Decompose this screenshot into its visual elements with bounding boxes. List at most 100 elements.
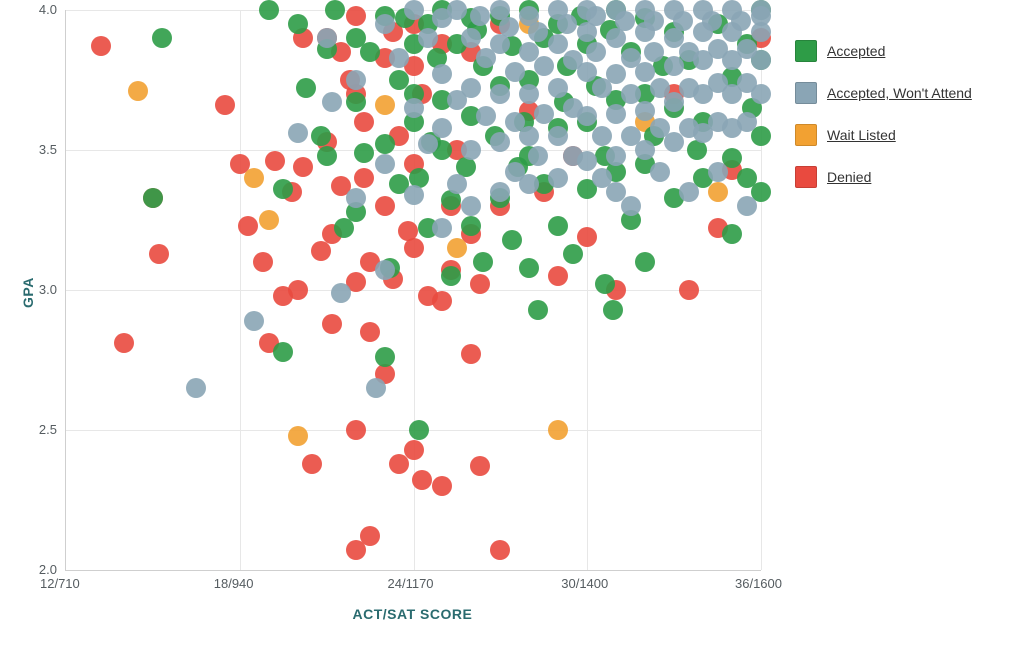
data-point-wont[interactable] xyxy=(586,6,606,26)
data-point-wait[interactable] xyxy=(128,81,148,101)
data-point-wont[interactable] xyxy=(548,168,568,188)
data-point-denied[interactable] xyxy=(354,112,374,132)
data-point-denied[interactable] xyxy=(470,456,490,476)
data-point-wait[interactable] xyxy=(548,420,568,440)
data-point-accepted[interactable] xyxy=(502,230,522,250)
data-point-wont[interactable] xyxy=(432,64,452,84)
data-point-wont[interactable] xyxy=(288,123,308,143)
data-point-wont[interactable] xyxy=(447,174,467,194)
data-point-denied[interactable] xyxy=(398,221,418,241)
data-point-wont[interactable] xyxy=(418,28,438,48)
data-point-accepted[interactable] xyxy=(273,179,293,199)
data-point-wont[interactable] xyxy=(528,146,548,166)
data-point-wont[interactable] xyxy=(635,101,655,121)
data-point-wait[interactable] xyxy=(447,238,467,258)
data-point-wont[interactable] xyxy=(737,112,757,132)
data-point-denied[interactable] xyxy=(238,216,258,236)
data-point-wont[interactable] xyxy=(528,22,548,42)
data-point-wont[interactable] xyxy=(519,126,539,146)
data-point-denied[interactable] xyxy=(149,244,169,264)
data-point-denied[interactable] xyxy=(293,157,313,177)
data-point-denied[interactable] xyxy=(461,344,481,364)
data-point-wont[interactable] xyxy=(461,140,481,160)
data-point-denied[interactable] xyxy=(490,540,510,560)
data-point-denied[interactable] xyxy=(432,476,452,496)
data-point-accepted[interactable] xyxy=(563,244,583,264)
data-point-accepted[interactable] xyxy=(152,28,172,48)
data-point-wont[interactable] xyxy=(708,162,728,182)
legend-item-accepted[interactable]: Accepted xyxy=(795,40,972,62)
data-point-wont[interactable] xyxy=(346,188,366,208)
data-point-wont[interactable] xyxy=(635,62,655,82)
data-point-denied[interactable] xyxy=(265,151,285,171)
data-point-accepted[interactable] xyxy=(296,78,316,98)
data-point-accepted[interactable] xyxy=(473,252,493,272)
data-point-wont[interactable] xyxy=(418,134,438,154)
data-point-wont[interactable] xyxy=(470,6,490,26)
legend-item-wait[interactable]: Wait Listed xyxy=(795,124,972,146)
data-point-wont[interactable] xyxy=(461,28,481,48)
data-point-wait[interactable] xyxy=(244,168,264,188)
data-point-wont[interactable] xyxy=(331,283,351,303)
data-point-denied[interactable] xyxy=(114,333,134,353)
data-point-accepted[interactable] xyxy=(603,300,623,320)
data-point-wont[interactable] xyxy=(461,196,481,216)
data-point-wont[interactable] xyxy=(592,126,612,146)
data-point-wont[interactable] xyxy=(577,62,597,82)
data-point-wont[interactable] xyxy=(404,0,424,20)
data-point-wont[interactable] xyxy=(679,182,699,202)
data-point-wont[interactable] xyxy=(375,14,395,34)
data-point-wont[interactable] xyxy=(534,104,554,124)
data-point-wont[interactable] xyxy=(635,140,655,160)
data-point-denied[interactable] xyxy=(302,454,322,474)
data-point-accepted[interactable] xyxy=(273,342,293,362)
data-point-wont[interactable] xyxy=(751,50,771,70)
data-point-accepted[interactable] xyxy=(519,258,539,278)
data-point-wont[interactable] xyxy=(650,162,670,182)
data-point-wont[interactable] xyxy=(577,151,597,171)
data-point-wont[interactable] xyxy=(548,34,568,54)
data-point-wont[interactable] xyxy=(389,48,409,68)
data-point-wont[interactable] xyxy=(375,154,395,174)
data-point-wont[interactable] xyxy=(317,28,337,48)
data-point-accepted[interactable] xyxy=(375,347,395,367)
data-point-denied[interactable] xyxy=(346,6,366,26)
data-point-wait[interactable] xyxy=(375,95,395,115)
data-point-denied[interactable] xyxy=(311,241,331,261)
data-point-wont[interactable] xyxy=(751,6,771,26)
data-point-wont[interactable] xyxy=(375,260,395,280)
data-point-denied[interactable] xyxy=(215,95,235,115)
data-point-accepted[interactable] xyxy=(595,274,615,294)
data-point-wont[interactable] xyxy=(621,196,641,216)
data-point-wont[interactable] xyxy=(751,84,771,104)
data-point-wont[interactable] xyxy=(606,104,626,124)
data-point-wont[interactable] xyxy=(702,11,722,31)
data-point-accepted[interactable] xyxy=(354,143,374,163)
data-point-wont[interactable] xyxy=(621,84,641,104)
data-point-wont[interactable] xyxy=(490,84,510,104)
data-point-wont[interactable] xyxy=(490,182,510,202)
data-point-wont[interactable] xyxy=(557,14,577,34)
data-point-wont[interactable] xyxy=(447,0,467,20)
data-point-wait[interactable] xyxy=(288,426,308,446)
data-point-wait[interactable] xyxy=(708,182,728,202)
data-point-wont[interactable] xyxy=(548,126,568,146)
data-point-wont[interactable] xyxy=(432,118,452,138)
data-point-wont[interactable] xyxy=(476,106,496,126)
data-point-accepted[interactable] xyxy=(441,266,461,286)
data-point-accepted[interactable] xyxy=(461,216,481,236)
data-point-denied[interactable] xyxy=(91,36,111,56)
data-point-wont[interactable] xyxy=(673,11,693,31)
data-point-wont[interactable] xyxy=(586,42,606,62)
data-point-wont[interactable] xyxy=(505,62,525,82)
data-point-denied[interactable] xyxy=(360,322,380,342)
data-point-wait[interactable] xyxy=(259,210,279,230)
data-point-accepted[interactable] xyxy=(635,252,655,272)
data-point-accepted[interactable] xyxy=(143,188,163,208)
data-point-denied[interactable] xyxy=(354,168,374,188)
data-point-accepted[interactable] xyxy=(528,300,548,320)
data-point-wont[interactable] xyxy=(577,106,597,126)
data-point-denied[interactable] xyxy=(253,252,273,272)
legend-item-denied[interactable]: Denied xyxy=(795,166,972,188)
data-point-wont[interactable] xyxy=(404,185,424,205)
